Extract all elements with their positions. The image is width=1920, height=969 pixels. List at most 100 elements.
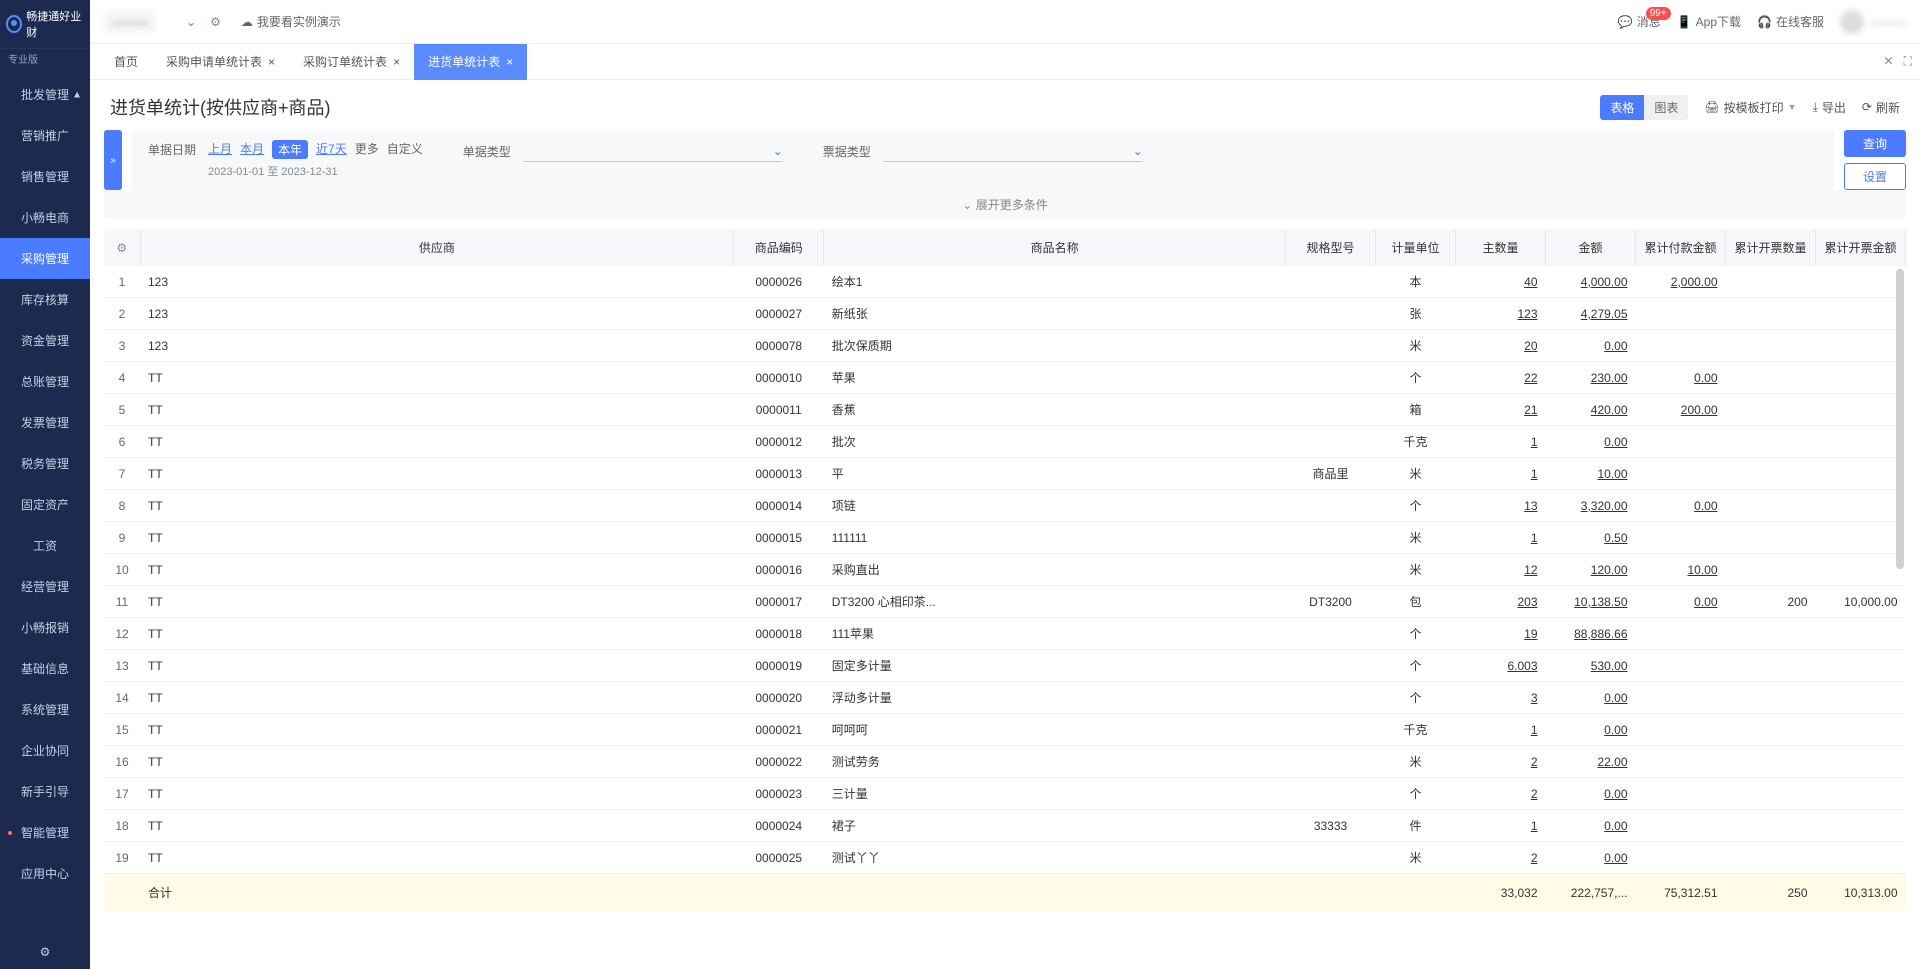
sidebar-item[interactable]: 采购管理	[0, 238, 90, 279]
table-settings-icon[interactable]: ⚙	[104, 229, 140, 266]
table-row[interactable]: 6TT0000012批次千克10.00	[104, 426, 1906, 458]
table-row[interactable]: 8TT0000014项链个133,320.000.00	[104, 490, 1906, 522]
column-header[interactable]: 金额	[1546, 229, 1636, 266]
cell-link[interactable]: 203	[1517, 595, 1537, 609]
table-row[interactable]: 19TT0000025测试丫丫米20.00	[104, 842, 1906, 874]
cell-link[interactable]: 1	[1531, 819, 1538, 833]
table-row[interactable]: 31230000078批次保质期米200.00	[104, 330, 1906, 362]
view-table-button[interactable]: 表格	[1600, 95, 1644, 120]
column-header[interactable]: 商品名称	[824, 229, 1286, 266]
cell-link[interactable]: 0.50	[1604, 531, 1627, 545]
table-row[interactable]: 15TT0000021呵呵呵千克10.00	[104, 714, 1906, 746]
service-button[interactable]: 🎧 在线客服	[1757, 13, 1824, 30]
cell-link[interactable]: 22.00	[1597, 755, 1627, 769]
cell-link[interactable]: 10,138.50	[1574, 595, 1627, 609]
cell-link[interactable]: 13	[1524, 499, 1537, 513]
cell-link[interactable]: 0.00	[1694, 595, 1717, 609]
sidebar-item[interactable]: 智能管理	[0, 812, 90, 853]
sidebar-settings-icon[interactable]: ⚙	[0, 935, 90, 969]
messages-button[interactable]: 💬 消息 99+	[1618, 13, 1661, 30]
cell-link[interactable]: 10.00	[1597, 467, 1627, 481]
invoicetype-select[interactable]: ⌄	[883, 140, 1143, 162]
sidebar-item[interactable]: 基础信息	[0, 648, 90, 689]
cell-link[interactable]: 0.00	[1694, 371, 1717, 385]
cell-link[interactable]: 0.00	[1604, 691, 1627, 705]
table-row[interactable]: 5TT0000011香蕉箱21420.00200.00	[104, 394, 1906, 426]
tab[interactable]: 采购订单统计表×	[289, 44, 414, 80]
cell-link[interactable]: 1	[1531, 723, 1538, 737]
cell-link[interactable]: 120.00	[1591, 563, 1628, 577]
table-row[interactable]: 21230000027新纸张张1234,279.05	[104, 298, 1906, 330]
query-button[interactable]: 查询	[1844, 130, 1906, 157]
cell-link[interactable]: 1	[1531, 435, 1538, 449]
column-header[interactable]: 累计开票金额	[1816, 229, 1906, 266]
sidebar-item[interactable]: 发票管理	[0, 402, 90, 443]
export-button[interactable]: ⤓ 导出	[1813, 99, 1846, 116]
close-icon[interactable]: ×	[268, 55, 275, 69]
sidebar-item[interactable]: 税务管理	[0, 443, 90, 484]
billtype-select[interactable]: ⌄	[523, 140, 783, 162]
cell-link[interactable]: 0.00	[1604, 851, 1627, 865]
sidebar-item[interactable]: 批发管理▲	[0, 74, 90, 115]
cell-link[interactable]: 88,886.66	[1574, 627, 1627, 641]
table-row[interactable]: 18TT0000024裙子33333件10.00	[104, 810, 1906, 842]
sidebar-item[interactable]: 总账管理	[0, 361, 90, 402]
org-caret-icon[interactable]: ⌄	[186, 15, 196, 29]
date-preset[interactable]: 近7天	[316, 140, 347, 159]
user-avatar[interactable]	[1840, 10, 1864, 34]
cell-link[interactable]: 0.00	[1694, 499, 1717, 513]
column-header[interactable]: 计量单位	[1376, 229, 1456, 266]
date-preset[interactable]: 本月	[240, 140, 264, 159]
cell-link[interactable]: 12	[1524, 563, 1537, 577]
table-row[interactable]: 14TT0000020浮动多计量个30.00	[104, 682, 1906, 714]
cell-link[interactable]: 2	[1531, 755, 1538, 769]
cell-link[interactable]: 123	[1517, 307, 1537, 321]
column-header[interactable]: 累计开票数量	[1726, 229, 1816, 266]
date-preset[interactable]: 上月	[208, 140, 232, 159]
view-chart-button[interactable]: 图表	[1644, 95, 1688, 120]
sidebar-item[interactable]: 新手引导	[0, 771, 90, 812]
column-header[interactable]: 主数量	[1456, 229, 1546, 266]
sidebar-item[interactable]: 应用中心	[0, 853, 90, 894]
cell-link[interactable]: 4,000.00	[1581, 275, 1628, 289]
sidebar-item[interactable]: 小畅电商	[0, 197, 90, 238]
sidebar-item[interactable]: 销售管理	[0, 156, 90, 197]
close-icon[interactable]: ×	[506, 55, 513, 69]
table-row[interactable]: 12TT0000018111苹果个1988,886.66	[104, 618, 1906, 650]
cell-link[interactable]: 19	[1524, 627, 1537, 641]
fullscreen-icon[interactable]: ⛶	[1904, 54, 1912, 69]
cell-link[interactable]: 0.00	[1604, 339, 1627, 353]
sidebar-item[interactable]: 企业协同	[0, 730, 90, 771]
sidebar-item[interactable]: 工资	[0, 525, 90, 566]
vertical-scrollbar[interactable]	[1896, 269, 1904, 569]
cell-link[interactable]: 0.00	[1604, 435, 1627, 449]
column-header[interactable]: 规格型号	[1286, 229, 1376, 266]
cell-link[interactable]: 4,279.05	[1581, 307, 1628, 321]
table-row[interactable]: 13TT0000019固定多计量个6.003530.00	[104, 650, 1906, 682]
print-button[interactable]: 🖨 按模板打印 ▼	[1704, 99, 1796, 116]
cell-link[interactable]: 0.00	[1604, 787, 1627, 801]
table-row[interactable]: 16TT0000022测试劳务米222.00	[104, 746, 1906, 778]
cell-link[interactable]: 1	[1531, 467, 1538, 481]
refresh-button[interactable]: ⟳ 刷新	[1862, 99, 1900, 116]
table-row[interactable]: 17TT0000023三计量个20.00	[104, 778, 1906, 810]
date-preset[interactable]: 自定义	[387, 140, 423, 159]
sidebar-item[interactable]: 营销推广	[0, 115, 90, 156]
cell-link[interactable]: 3,320.00	[1581, 499, 1628, 513]
cell-link[interactable]: 200.00	[1681, 403, 1718, 417]
download-button[interactable]: 📱 App下载	[1677, 13, 1741, 30]
sidebar-item[interactable]: 经营管理	[0, 566, 90, 607]
column-header[interactable]: 商品编码	[734, 229, 824, 266]
close-icon[interactable]: ×	[393, 55, 400, 69]
date-preset[interactable]: 更多	[355, 140, 379, 159]
cell-link[interactable]: 2	[1531, 851, 1538, 865]
sidebar-item[interactable]: 系统管理	[0, 689, 90, 730]
column-header[interactable]: 供应商	[140, 229, 734, 266]
sidebar-item[interactable]: 小畅报销	[0, 607, 90, 648]
sidebar-item[interactable]: 库存核算	[0, 279, 90, 320]
cell-link[interactable]: 420.00	[1591, 403, 1628, 417]
table-row[interactable]: 9TT0000015111111米10.50	[104, 522, 1906, 554]
cell-link[interactable]: 22	[1524, 371, 1537, 385]
cell-link[interactable]: 40	[1524, 275, 1537, 289]
expand-filters-button[interactable]: ⌄ 展开更多条件	[104, 190, 1906, 219]
